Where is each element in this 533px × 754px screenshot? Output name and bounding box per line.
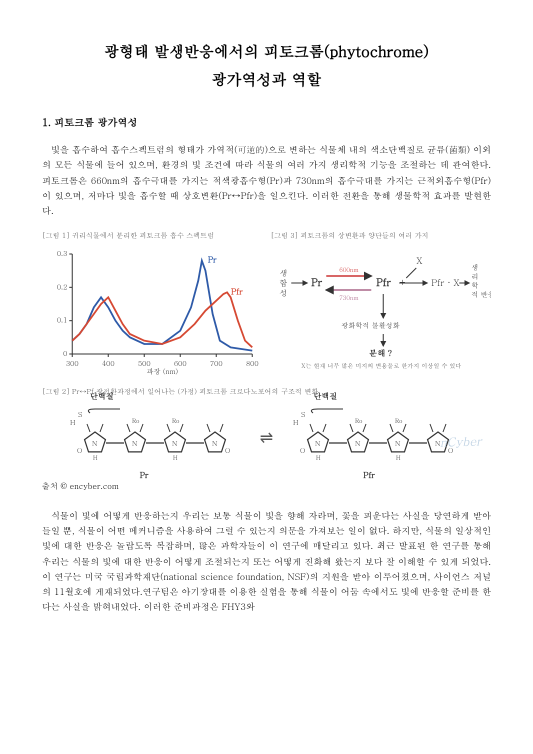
svg-text:300: 300 [66, 358, 79, 368]
svg-text:N: N [92, 438, 98, 448]
svg-text:분해 ?: 분해 ? [369, 348, 392, 359]
svg-text:N: N [355, 438, 361, 448]
svg-text:H: H [293, 417, 299, 427]
svg-text:H: H [70, 417, 76, 427]
svg-text:적 반응: 적 반응 [471, 289, 491, 299]
svg-text:파장 (nm): 파장 (nm) [146, 366, 178, 376]
pfr-label: Pfr [363, 470, 375, 483]
source-citation: 출처 © encyber.com [42, 481, 491, 494]
pr-label: Pr [140, 470, 149, 483]
svg-text:Pfr: Pfr [376, 275, 391, 289]
phytochrome-diagram: 생합성생리학적 반응PrPfrXPfr · X600nm730nm+광화학적 불… [271, 246, 492, 376]
protein-label-right: 단백질 [313, 391, 337, 404]
watermark: nCyber [439, 431, 481, 452]
svg-text:H: H [396, 453, 401, 462]
svg-text:N: N [212, 438, 218, 448]
spectrum-chart: 30040050060070080000.10.20.3파장 (nm)PrPfr [42, 246, 263, 376]
chem-structure-pr: SHNONNNORoRoHH [60, 405, 250, 465]
svg-text:N: N [132, 438, 138, 448]
svg-text:730nm: 730nm [339, 293, 358, 302]
svg-text:X는 현재 너무 많은 미지의 변용물로 한가지 이상일 수: X는 현재 너무 많은 미지의 변용물로 한가지 이상일 수 있다 [301, 361, 461, 370]
figure-row-top: [그림 1] 귀리식물에서 분리한 피토크롬 흡수 스펙트럼 300400500… [42, 230, 491, 379]
svg-text:O: O [225, 445, 230, 455]
svg-text:N: N [395, 438, 401, 448]
svg-text:H: H [173, 453, 178, 462]
svg-text:S: S [78, 409, 83, 419]
svg-text:H: H [316, 453, 321, 462]
svg-text:X: X [416, 254, 422, 267]
svg-text:S: S [301, 409, 306, 419]
svg-text:400: 400 [102, 358, 115, 368]
chemical-structures-row: 단백질 SHNONNNORoRoHH Pr ⇌ 단백질 SHNONNNORoRo… [42, 405, 491, 469]
svg-text:Ro: Ro [355, 416, 363, 425]
svg-text:800: 800 [246, 358, 259, 368]
svg-text:O: O [300, 445, 305, 455]
section-heading-1: 1. 피토크롬 광가역성 [42, 114, 491, 130]
svg-text:광화학적 불활성화: 광화학적 불활성화 [341, 320, 399, 330]
svg-text:H: H [93, 453, 98, 462]
svg-text:Ro: Ro [132, 416, 140, 425]
protein-label-left: 단백질 [90, 391, 114, 404]
page-subtitle: 광가역성과 역할 [42, 68, 491, 92]
svg-text:600nm: 600nm [339, 265, 358, 274]
svg-text:Pfr: Pfr [231, 286, 243, 297]
svg-text:Ro: Ro [172, 416, 180, 425]
intro-paragraph: 빛을 흡수하여 흡수스펙트럼의 형태가 가역적(可逆的)으로 변하는 식물체 내… [42, 142, 491, 218]
svg-text:0.2: 0.2 [57, 281, 67, 291]
svg-text:N: N [172, 438, 178, 448]
fig3-caption: [그림 3] 피토크롬의 상변환과 양단들의 여러 가지 [271, 230, 492, 241]
svg-text:0.1: 0.1 [57, 314, 67, 324]
equilibrium-arrows-icon: ⇌ [260, 424, 273, 450]
svg-text:700: 700 [210, 358, 223, 368]
page-title: 광형태 발생반응에서의 피토크롬(phytochrome) [42, 40, 491, 64]
svg-text:0.3: 0.3 [57, 248, 67, 258]
fig1-caption: [그림 1] 귀리식물에서 분리한 피토크롬 흡수 스펙트럼 [42, 230, 263, 241]
body-paragraph-2: 식물이 빛에 어떻게 반응하는지 우리는 보통 식물이 빛을 향해 자라며, 꽃… [42, 508, 491, 615]
svg-text:+: + [399, 275, 407, 289]
svg-text:Pfr · X: Pfr · X [431, 276, 459, 289]
svg-text:O: O [77, 445, 82, 455]
svg-text:성: 성 [279, 288, 287, 299]
svg-text:0: 0 [63, 348, 67, 358]
svg-text:Pr: Pr [208, 254, 217, 265]
svg-text:Ro: Ro [395, 416, 403, 425]
svg-text:Pr: Pr [311, 275, 323, 289]
svg-text:N: N [315, 438, 321, 448]
